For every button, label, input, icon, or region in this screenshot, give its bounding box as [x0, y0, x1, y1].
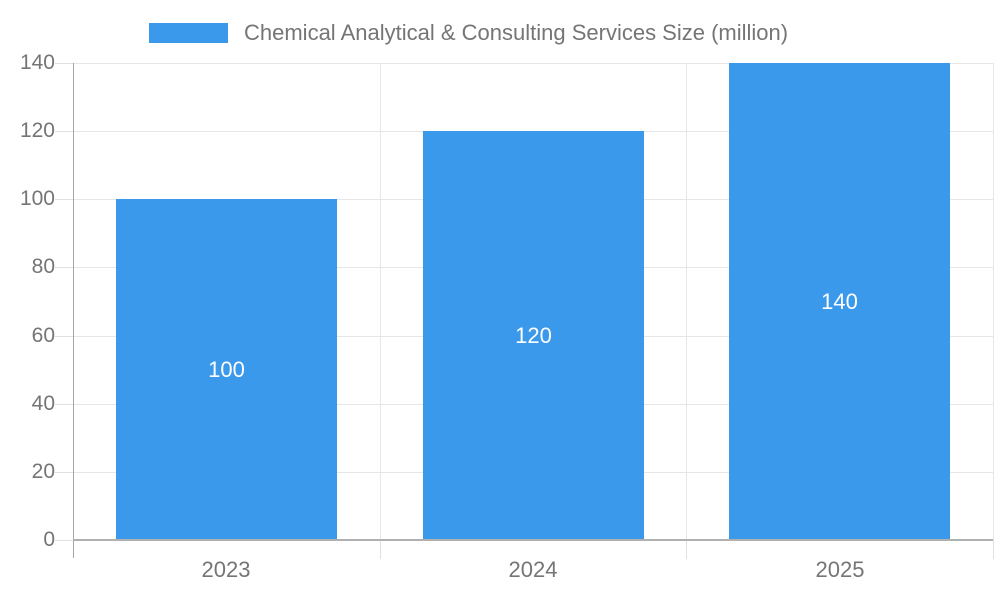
bar-value-label: 100	[208, 357, 245, 382]
x-gridline	[993, 63, 994, 540]
x-axis-category-label: 2023	[201, 557, 251, 582]
y-axis-tick-label: 60	[31, 324, 55, 347]
bar-value-label: 120	[515, 323, 552, 348]
y-axis-tick-label: 20	[31, 460, 55, 483]
y-tick-mark	[55, 540, 73, 541]
x-gridline	[380, 63, 381, 540]
y-axis-tick-label: 0	[43, 528, 55, 551]
x-axis-category-label: 2025	[815, 557, 865, 582]
x-tick-mark	[993, 540, 994, 559]
y-tick-mark	[55, 472, 73, 473]
y-axis-tick-label: 100	[19, 187, 55, 210]
x-axis-category-label: 2024	[508, 557, 558, 582]
bar-2025	[729, 63, 950, 540]
bar-value-label: 140	[821, 289, 858, 314]
x-gridline	[686, 63, 687, 540]
y-axis-tick-label: 120	[19, 119, 55, 142]
y-axis-line	[73, 63, 74, 558]
y-tick-mark	[55, 267, 73, 268]
y-axis-tick-label: 80	[31, 255, 55, 278]
chart-title: Chemical Analytical & Consulting Service…	[244, 19, 789, 45]
y-tick-mark	[55, 404, 73, 405]
x-tick-mark	[380, 540, 381, 559]
y-axis-tick-label: 40	[31, 392, 55, 415]
y-axis-tick-label: 140	[19, 51, 55, 74]
legend-swatch	[149, 22, 228, 43]
bar-2024	[423, 131, 644, 540]
y-tick-mark	[55, 336, 73, 337]
y-gridline	[73, 63, 993, 64]
y-tick-mark	[55, 131, 73, 132]
x-axis-baseline	[73, 539, 993, 541]
y-tick-mark	[55, 63, 73, 64]
x-tick-mark	[686, 540, 687, 559]
bar-2023	[116, 199, 337, 540]
chart-legend: Chemical Analytical & Consulting Service…	[149, 19, 789, 45]
y-tick-mark	[55, 199, 73, 200]
